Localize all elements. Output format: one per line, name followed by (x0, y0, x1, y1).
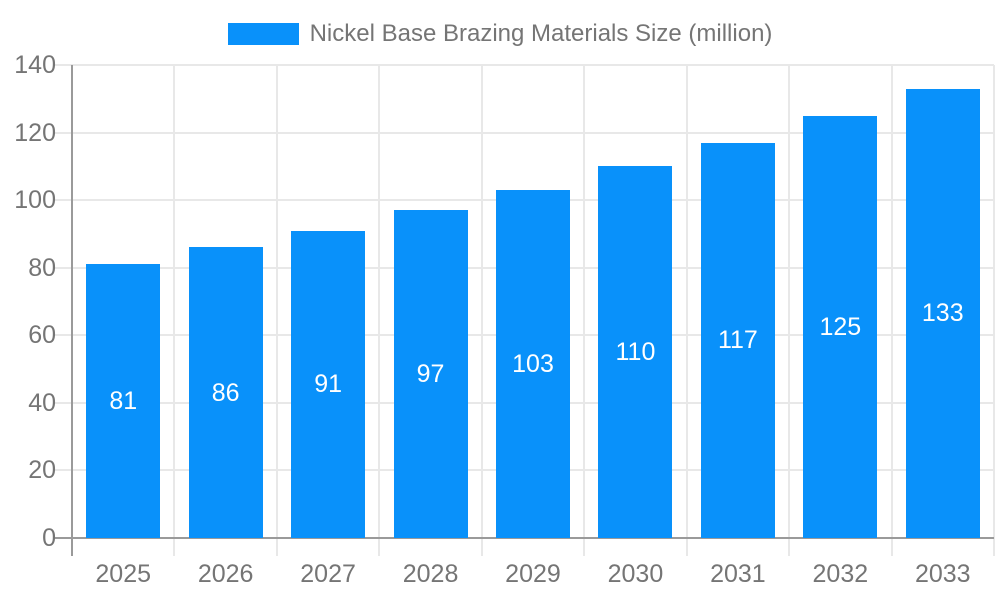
legend-swatch (227, 23, 299, 45)
gridline-horizontal (55, 131, 994, 134)
x-axis-tick (993, 538, 995, 556)
x-tick-label: 2033 (914, 560, 971, 588)
x-tick-label: 2027 (300, 560, 356, 588)
gridline-vertical (378, 65, 381, 538)
bar: 81 (86, 264, 161, 538)
bar: 86 (188, 247, 263, 538)
x-axis-tick (890, 538, 893, 556)
gridline-vertical (480, 65, 483, 538)
bar: 125 (803, 115, 878, 538)
gridline-vertical (275, 65, 278, 538)
gridline-horizontal (55, 64, 994, 66)
x-tick-label: 2030 (607, 560, 664, 588)
x-axis-line (71, 537, 994, 539)
y-tick-label: 120 (14, 118, 56, 147)
bar-value-label: 86 (211, 378, 240, 407)
x-tick-label: 2032 (812, 560, 869, 588)
x-axis-tick (173, 538, 176, 556)
x-axis-tick (788, 538, 791, 556)
bar: 103 (496, 190, 570, 538)
bar: 91 (291, 230, 366, 538)
bar-value-label: 117 (717, 326, 758, 355)
x-axis-tick (685, 538, 688, 556)
bar: 110 (598, 166, 673, 538)
y-tick-label: 40 (28, 388, 56, 417)
x-tick-label: 2029 (505, 560, 561, 588)
gridline-vertical (685, 65, 688, 538)
bar-value-label: 91 (314, 370, 343, 399)
y-tick-label: 80 (28, 253, 56, 282)
gridline-vertical (788, 65, 791, 538)
gridline-vertical (890, 65, 893, 538)
x-tick-label: 2026 (197, 560, 254, 588)
y-tick-label: 60 (28, 321, 56, 350)
legend-label: Nickel Base Brazing Materials Size (mill… (309, 20, 773, 47)
y-tick-label: 100 (14, 186, 56, 215)
x-axis-tick (378, 538, 381, 556)
y-tick-label: 140 (14, 51, 56, 79)
bar-value-label: 125 (819, 312, 862, 341)
bar-value-label: 110 (615, 338, 656, 367)
gridline-vertical (583, 65, 586, 538)
bar: 117 (700, 142, 775, 538)
legend: Nickel Base Brazing Materials Size (mill… (0, 22, 1000, 46)
y-axis-line (71, 65, 73, 556)
y-tick-label: 20 (28, 456, 56, 485)
bar-value-label: 97 (416, 360, 445, 389)
bar-value-label: 133 (921, 299, 964, 328)
bar-value-label: 81 (109, 387, 138, 416)
x-tick-label: 2025 (95, 560, 152, 588)
y-tick-label: 0 (42, 524, 56, 552)
x-tick-label: 2028 (402, 560, 459, 588)
x-axis-tick (275, 538, 278, 556)
gridline-vertical (993, 65, 995, 538)
y-axis-tick (55, 537, 72, 539)
bar-value-label: 103 (512, 349, 554, 378)
bar: 133 (905, 88, 980, 538)
x-tick-label: 2031 (710, 560, 766, 588)
bar: 97 (393, 210, 468, 538)
x-axis-tick (480, 538, 483, 556)
x-axis-tick (583, 538, 586, 556)
gridline-vertical (173, 65, 176, 538)
